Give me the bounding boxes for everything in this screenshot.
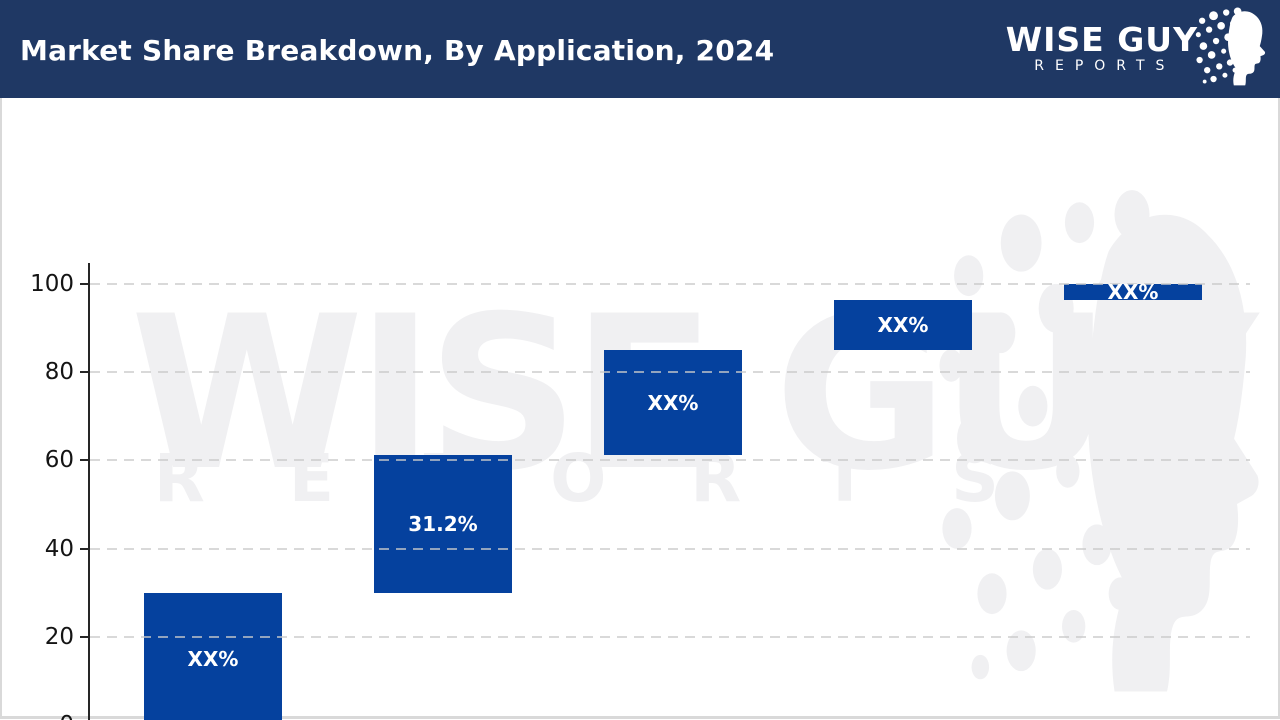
header-bar: Market Share Breakdown, By Application, …	[0, 0, 1280, 98]
bar	[374, 455, 512, 593]
y-gridline	[90, 283, 1250, 285]
y-gridline	[90, 635, 1250, 638]
bar	[834, 299, 972, 351]
y-tick	[80, 371, 88, 374]
bar	[144, 592, 282, 720]
logo-face-icon	[1195, 7, 1266, 86]
y-tick-label: 0	[12, 711, 74, 720]
logo-wordmark-line2: REPORTS	[1034, 58, 1176, 74]
bar	[1064, 284, 1202, 300]
bar-value-label: 31.2%	[408, 511, 478, 536]
y-tick-label: 100	[30, 271, 74, 297]
y-axis-line	[88, 263, 90, 720]
y-gridline	[90, 371, 1250, 374]
y-tick	[80, 635, 88, 638]
watermark-subtext: REPORTS	[154, 440, 1083, 517]
bar-value-label: XX%	[877, 313, 929, 337]
wise-guy-logo: WISE GUY REPORTS	[1006, 6, 1268, 90]
logo-wordmark-line1: WISE GUY	[1005, 20, 1198, 59]
watermark-face-icon	[939, 190, 1259, 692]
plot: 020406080100XX%Air Treatment31.2%Water T…	[2, 98, 1280, 720]
bar-value-label: XX%	[1107, 279, 1159, 304]
y-tick	[80, 547, 88, 550]
y-tick	[80, 459, 88, 462]
logo-wordmark: WISE GUY REPORTS	[1005, 20, 1198, 75]
y-tick-label: 40	[44, 535, 74, 562]
chart-title: Market Share Breakdown, By Application, …	[20, 34, 775, 67]
y-tick-label: 80	[44, 359, 74, 386]
bar-value-label: XX%	[647, 390, 699, 415]
y-gridline	[90, 547, 1250, 550]
bar-value-label: XX%	[187, 646, 239, 671]
bar	[604, 350, 742, 456]
y-tick-label: 20	[44, 623, 74, 650]
y-tick-label: 60	[44, 447, 74, 474]
y-gridline	[90, 459, 1250, 462]
chart-area: WISE GUY REPORTS 020406080100XX%Air Trea…	[0, 98, 1280, 720]
y-tick	[80, 283, 88, 285]
